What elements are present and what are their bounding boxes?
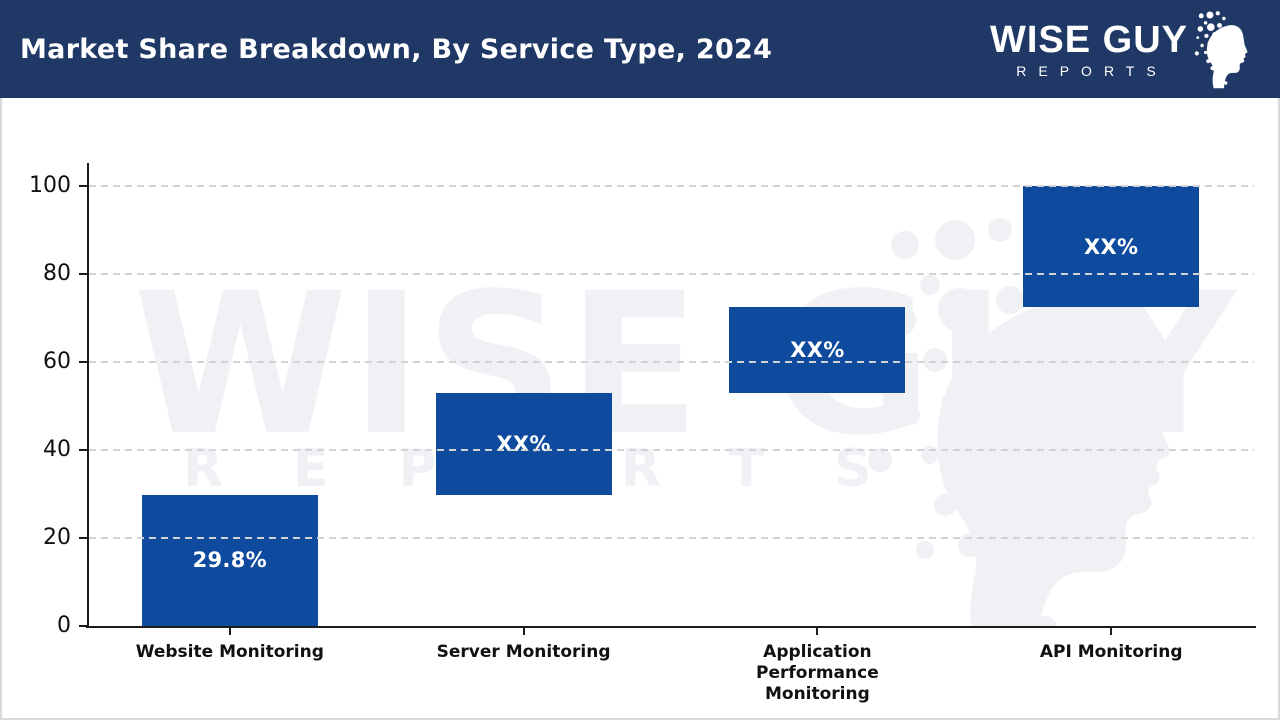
page-border: [0, 718, 1280, 720]
x-axis-label: Server Monitoring: [436, 642, 611, 662]
x-axis-label: Website Monitoring: [135, 642, 324, 662]
bar-website-monitoring: 29.8%: [141, 494, 318, 626]
chart-canvas: WISE GUY REPORTS 02040608010029.8%Websit…: [0, 98, 1280, 720]
y-tick-label: 60: [43, 349, 71, 374]
page-border: [0, 98, 2, 720]
gridline-40: [89, 449, 1254, 451]
bar-value-label: XX%: [496, 431, 551, 456]
x-tick-2: [522, 626, 525, 635]
brand-wordmark: WISE GUY REPORTS: [990, 21, 1188, 78]
y-tick-label: 100: [29, 173, 71, 198]
x-tick-4: [1110, 626, 1113, 635]
y-tick-100: [79, 185, 88, 187]
gridline-100: [89, 185, 1254, 187]
y-tick-label: 80: [43, 261, 71, 286]
brand-name: WISE GUY: [989, 18, 1188, 61]
header-band: Market Share Breakdown, By Service Type,…: [0, 0, 1280, 98]
x-tick-3: [816, 626, 819, 635]
gridline-60: [89, 361, 1254, 363]
y-tick-label: 40: [43, 437, 71, 462]
x-tick-1: [228, 626, 231, 635]
brand-logo: WISE GUY REPORTS: [990, 8, 1280, 90]
y-tick-20: [79, 537, 88, 539]
y-tick-0: [79, 625, 88, 627]
x-axis-label: API Monitoring: [1039, 642, 1183, 662]
brand-subname: REPORTS: [1016, 62, 1168, 79]
y-tick-60: [79, 361, 88, 363]
gridline-20: [89, 537, 1254, 539]
y-tick-40: [79, 449, 88, 451]
x-axis-label: Application Performance Monitoring: [756, 642, 879, 704]
bar-value-label: 29.8%: [192, 548, 267, 573]
bar-application-performance-monitoring: XX%: [729, 307, 906, 393]
bar-value-label: XX%: [790, 337, 845, 362]
watermark-face-graphic: [868, 218, 1170, 628]
brand-face-icon: [1194, 11, 1248, 89]
y-axis-spine: [87, 163, 89, 628]
y-tick-80: [79, 273, 88, 275]
bar-server-monitoring: XX%: [435, 392, 612, 495]
gridline-80: [89, 273, 1254, 275]
y-tick-label: 0: [57, 613, 71, 638]
page-title: Market Share Breakdown, By Service Type,…: [20, 33, 773, 65]
page-border: [1278, 98, 1280, 720]
bar-api-monitoring: XX%: [1023, 186, 1200, 307]
x-axis-spine: [86, 626, 1256, 628]
bar-value-label: XX%: [1084, 234, 1139, 259]
y-tick-label: 20: [43, 525, 71, 550]
